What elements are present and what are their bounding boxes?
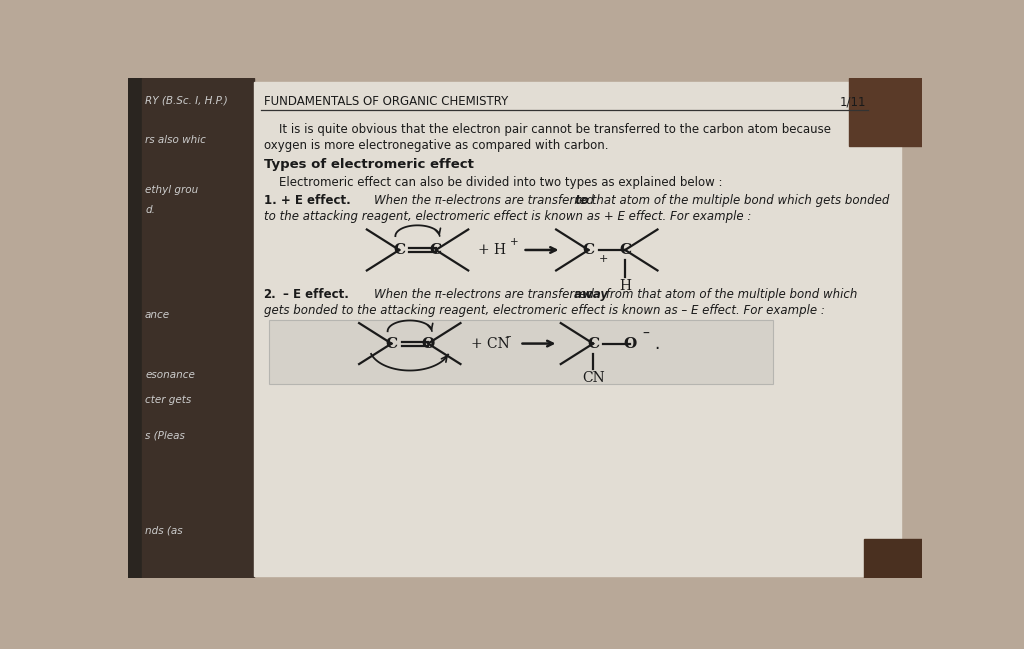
Bar (128, 78, 142, 578)
Text: to: to (571, 194, 589, 207)
Text: Types of electromeric effect: Types of electromeric effect (263, 158, 473, 171)
Text: O: O (624, 337, 636, 350)
Text: C: C (385, 337, 397, 350)
Text: +: + (510, 238, 519, 247)
Text: s (Pleas: s (Pleas (145, 430, 185, 440)
Text: – E effect.: – E effect. (283, 288, 349, 301)
Text: FUNDAMENTALS OF ORGANIC CHEMISTRY: FUNDAMENTALS OF ORGANIC CHEMISTRY (263, 95, 508, 108)
Text: to the attacking reagent, electromeric effect is known as + E effect. For exampl: to the attacking reagent, electromeric e… (263, 210, 751, 223)
Text: C: C (393, 243, 406, 257)
Text: –: – (506, 331, 511, 341)
Text: +: + (599, 254, 608, 264)
Text: 2.: 2. (263, 288, 276, 301)
Text: rs also whic: rs also whic (145, 136, 206, 145)
Text: that atom of the multiple bond which gets bonded: that atom of the multiple bond which get… (588, 194, 889, 207)
Text: nds (as: nds (as (145, 525, 182, 535)
Text: When the π-electrons are transferred: When the π-electrons are transferred (375, 288, 594, 301)
Text: C: C (583, 243, 595, 257)
Text: away: away (569, 288, 608, 301)
Text: H: H (620, 279, 631, 293)
Text: cter gets: cter gets (145, 395, 191, 405)
Bar (254, 82, 901, 576)
Text: .: . (654, 335, 659, 352)
Text: 1. + E effect.: 1. + E effect. (263, 194, 350, 207)
Text: esonance: esonance (145, 370, 195, 380)
Text: 1/11: 1/11 (840, 95, 866, 108)
FancyBboxPatch shape (269, 321, 773, 384)
Text: + H: + H (478, 243, 507, 257)
Text: It is is quite obvious that the electron pair cannot be transferred to the carbo: It is is quite obvious that the electron… (263, 123, 830, 136)
Text: gets bonded to the attacking reagent, electromeric effect is known as – E effect: gets bonded to the attacking reagent, el… (263, 304, 824, 317)
Text: O: O (422, 337, 435, 350)
Text: CN: CN (582, 371, 604, 386)
Text: + CN: + CN (471, 337, 510, 350)
Text: ethyl grou: ethyl grou (145, 186, 199, 195)
Text: –: – (642, 326, 649, 341)
Text: RY (B.Sc. I, H.P.): RY (B.Sc. I, H.P.) (145, 95, 227, 105)
Text: from that atom of the multiple bond which: from that atom of the multiple bond whic… (602, 288, 858, 301)
Text: Electromeric effect can also be divided into two types as explained below :: Electromeric effect can also be divided … (263, 176, 722, 189)
Text: C: C (620, 243, 631, 257)
Text: When the π-electrons are transferred: When the π-electrons are transferred (375, 194, 594, 207)
Text: C: C (587, 337, 599, 350)
Text: d.: d. (145, 205, 155, 215)
Text: C: C (430, 243, 442, 257)
Text: oxygen is more electronegative as compared with carbon.: oxygen is more electronegative as compar… (263, 139, 608, 152)
Bar (864, 539, 922, 578)
Bar (849, 78, 922, 147)
Bar (142, 78, 254, 578)
Text: ance: ance (145, 310, 170, 320)
